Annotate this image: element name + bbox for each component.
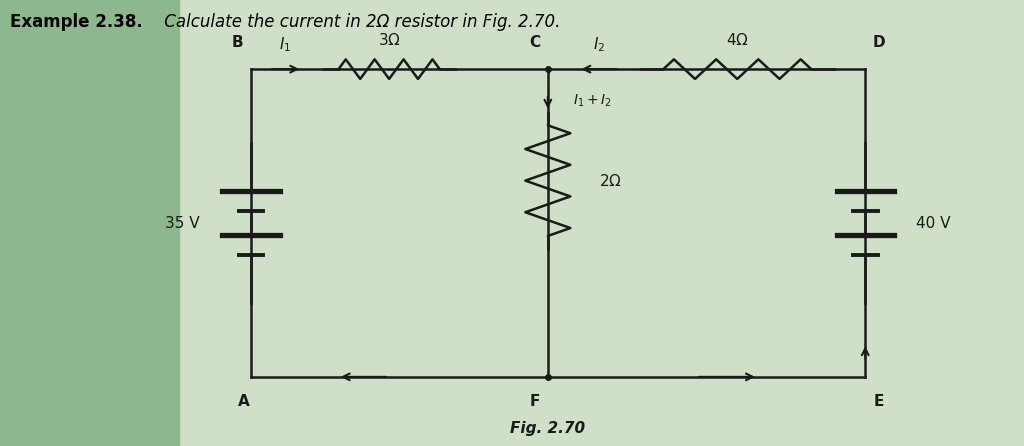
Text: $I_1 + I_2$: $I_1 + I_2$ [573,92,612,108]
Text: E: E [873,394,884,409]
Text: $4\Omega$: $4\Omega$ [726,32,749,48]
Text: A: A [238,394,250,409]
Text: C: C [529,35,540,50]
Text: Example 2.38.: Example 2.38. [10,13,143,31]
Text: 35 V: 35 V [165,215,200,231]
Text: $2\Omega$: $2\Omega$ [599,173,622,189]
Text: 40 V: 40 V [916,215,951,231]
Text: $3\Omega$: $3\Omega$ [378,32,400,48]
Text: $I_1$: $I_1$ [279,35,291,54]
Text: D: D [872,35,885,50]
Text: $I_2$: $I_2$ [593,35,605,54]
Text: B: B [231,35,244,50]
Text: Calculate the current in 2Ω resistor in Fig. 2.70.: Calculate the current in 2Ω resistor in … [159,13,560,31]
Text: Fig. 2.70: Fig. 2.70 [510,421,586,436]
Text: F: F [529,394,540,409]
Bar [0,0,179,446]
